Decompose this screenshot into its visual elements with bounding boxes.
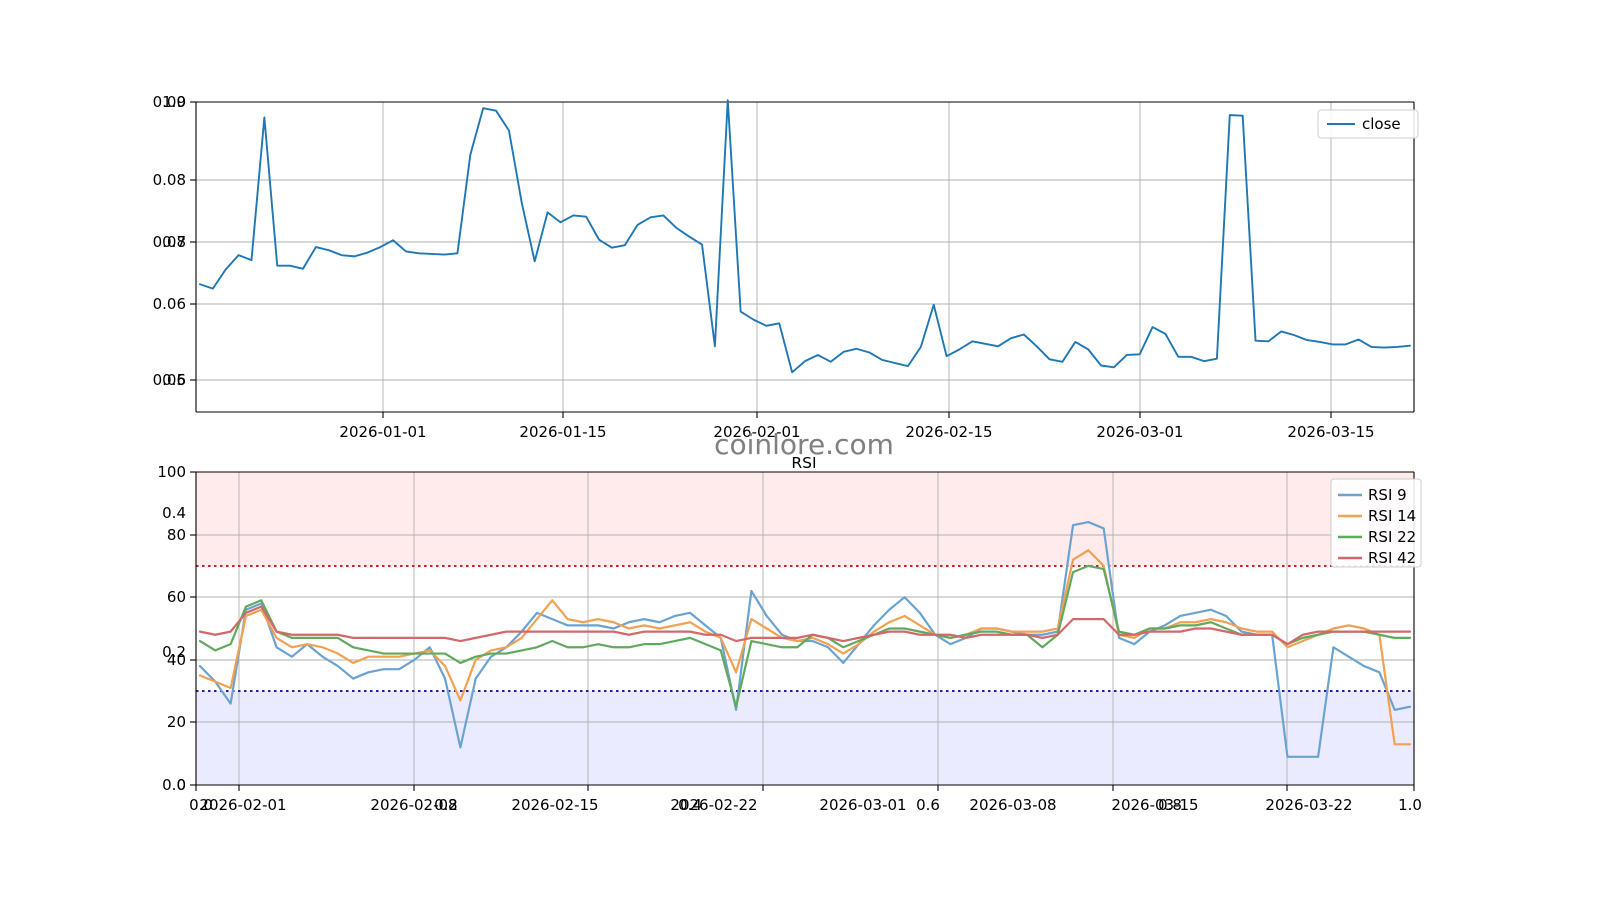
rsi-oversold-band	[196, 691, 1414, 785]
rsi-ytick-5: 100	[157, 463, 186, 481]
price-ytick-1: 0.06	[153, 295, 186, 313]
rsi-legend[interactable]: RSI 9 RSI 14 RSI 22 RSI 42	[1330, 478, 1422, 568]
price-series-close	[199, 99, 1411, 374]
price-xtick-5: 2026-03-15	[1287, 423, 1374, 441]
rsi-xtick-3: 2026-02-22	[670, 796, 757, 814]
rsi-xtick-0: 2026-02-01	[199, 796, 286, 814]
rsi-ytick-4: 80	[167, 526, 186, 544]
rsi-ytick-sec-0: 0.0	[162, 776, 186, 794]
rsi-legend-label-rsi42: RSI 42	[1368, 549, 1416, 567]
price-grid-vertical	[382, 102, 1332, 412]
price-ytick-3: 0.08	[153, 171, 186, 189]
rsi-xtick-sec-2: 0.4	[678, 796, 702, 814]
price-xtick-2: 2026-02-01	[713, 423, 800, 441]
rsi-legend-label-rsi14: RSI 14	[1368, 507, 1416, 525]
price-ytick-4: 0.09	[153, 93, 186, 111]
rsi-xtick-1: 2026-02-08	[370, 796, 457, 814]
rsi-x-tickmarks	[195, 785, 1415, 791]
price-x-tickmarks	[382, 412, 1332, 418]
rsi-series-rsi14	[198, 549, 1412, 746]
rsi-series-rsi22	[198, 564, 1412, 708]
rsi-legend-label-rsi9: RSI 9	[1368, 486, 1407, 504]
price-legend[interactable]: close	[1317, 109, 1419, 139]
price-xtick-4: 2026-03-01	[1096, 423, 1183, 441]
rsi-xtick-sec-1: 0.2	[434, 796, 458, 814]
rsi-ytick-2: 40	[167, 651, 186, 669]
price-ytick-sec-1: 0.8	[162, 233, 186, 251]
rsi-y-tickmarks	[190, 471, 196, 786]
watermark: coinlore.com	[714, 428, 894, 461]
rsi-xtick-sec-4: 0.8	[1158, 796, 1182, 814]
rsi-ytick-0: 0	[176, 776, 186, 794]
price-xtick-1: 2026-01-15	[519, 423, 606, 441]
price-ytick-2: 0.07	[153, 233, 186, 251]
rsi-overbought-band	[196, 472, 1414, 566]
rsi-legend-label-rsi22: RSI 22	[1368, 528, 1416, 546]
price-xtick-3: 2026-02-15	[905, 423, 992, 441]
rsi-xtick-4: 2026-03-01	[819, 796, 906, 814]
rsi-xtick-sec-0: 0.0	[189, 796, 213, 814]
rsi-ytick-sec-1: 0.2	[162, 643, 186, 661]
rsi-panel-title: RSI	[791, 454, 816, 472]
rsi-xtick-sec-5: 1.0	[1398, 796, 1422, 814]
rsi-ytick-sec-2: 0.4	[162, 504, 186, 522]
price-plot-background	[196, 102, 1414, 412]
rsi-xtick-2: 2026-02-15	[511, 796, 598, 814]
rsi-ytick-1: 20	[167, 713, 186, 731]
rsi-ytick-3: 60	[167, 588, 186, 606]
rsi-series-rsi42	[198, 605, 1412, 646]
price-legend-box	[1317, 109, 1419, 139]
rsi-xtick-6: 2026-03-15	[1111, 796, 1198, 814]
price-ytick-sec-0: 0.6	[162, 371, 186, 389]
rsi-xtick-sec-3: 0.6	[916, 796, 940, 814]
price-ytick-0: 0.05	[153, 371, 186, 389]
rsi-xtick-5: 2026-03-08	[969, 796, 1056, 814]
rsi-xtick-7: 2026-03-22	[1265, 796, 1352, 814]
rsi-legend-box	[1330, 478, 1422, 568]
price-legend-label-close: close	[1362, 115, 1401, 133]
price-panel: 0.05 0.06 0.07 0.08 0.09 0.6 0.8 1.0 202…	[153, 93, 1419, 441]
price-xtick-0: 2026-01-01	[339, 423, 426, 441]
price-ytick-sec-2: 1.0	[162, 93, 186, 111]
rsi-panel: 0 20 40 60 80 100 0.0 0.2 0.4	[157, 454, 1422, 814]
price-axes-spines	[195, 101, 1415, 413]
price-y-tickmarks	[190, 101, 196, 381]
rsi-axes-spines	[195, 471, 1415, 786]
